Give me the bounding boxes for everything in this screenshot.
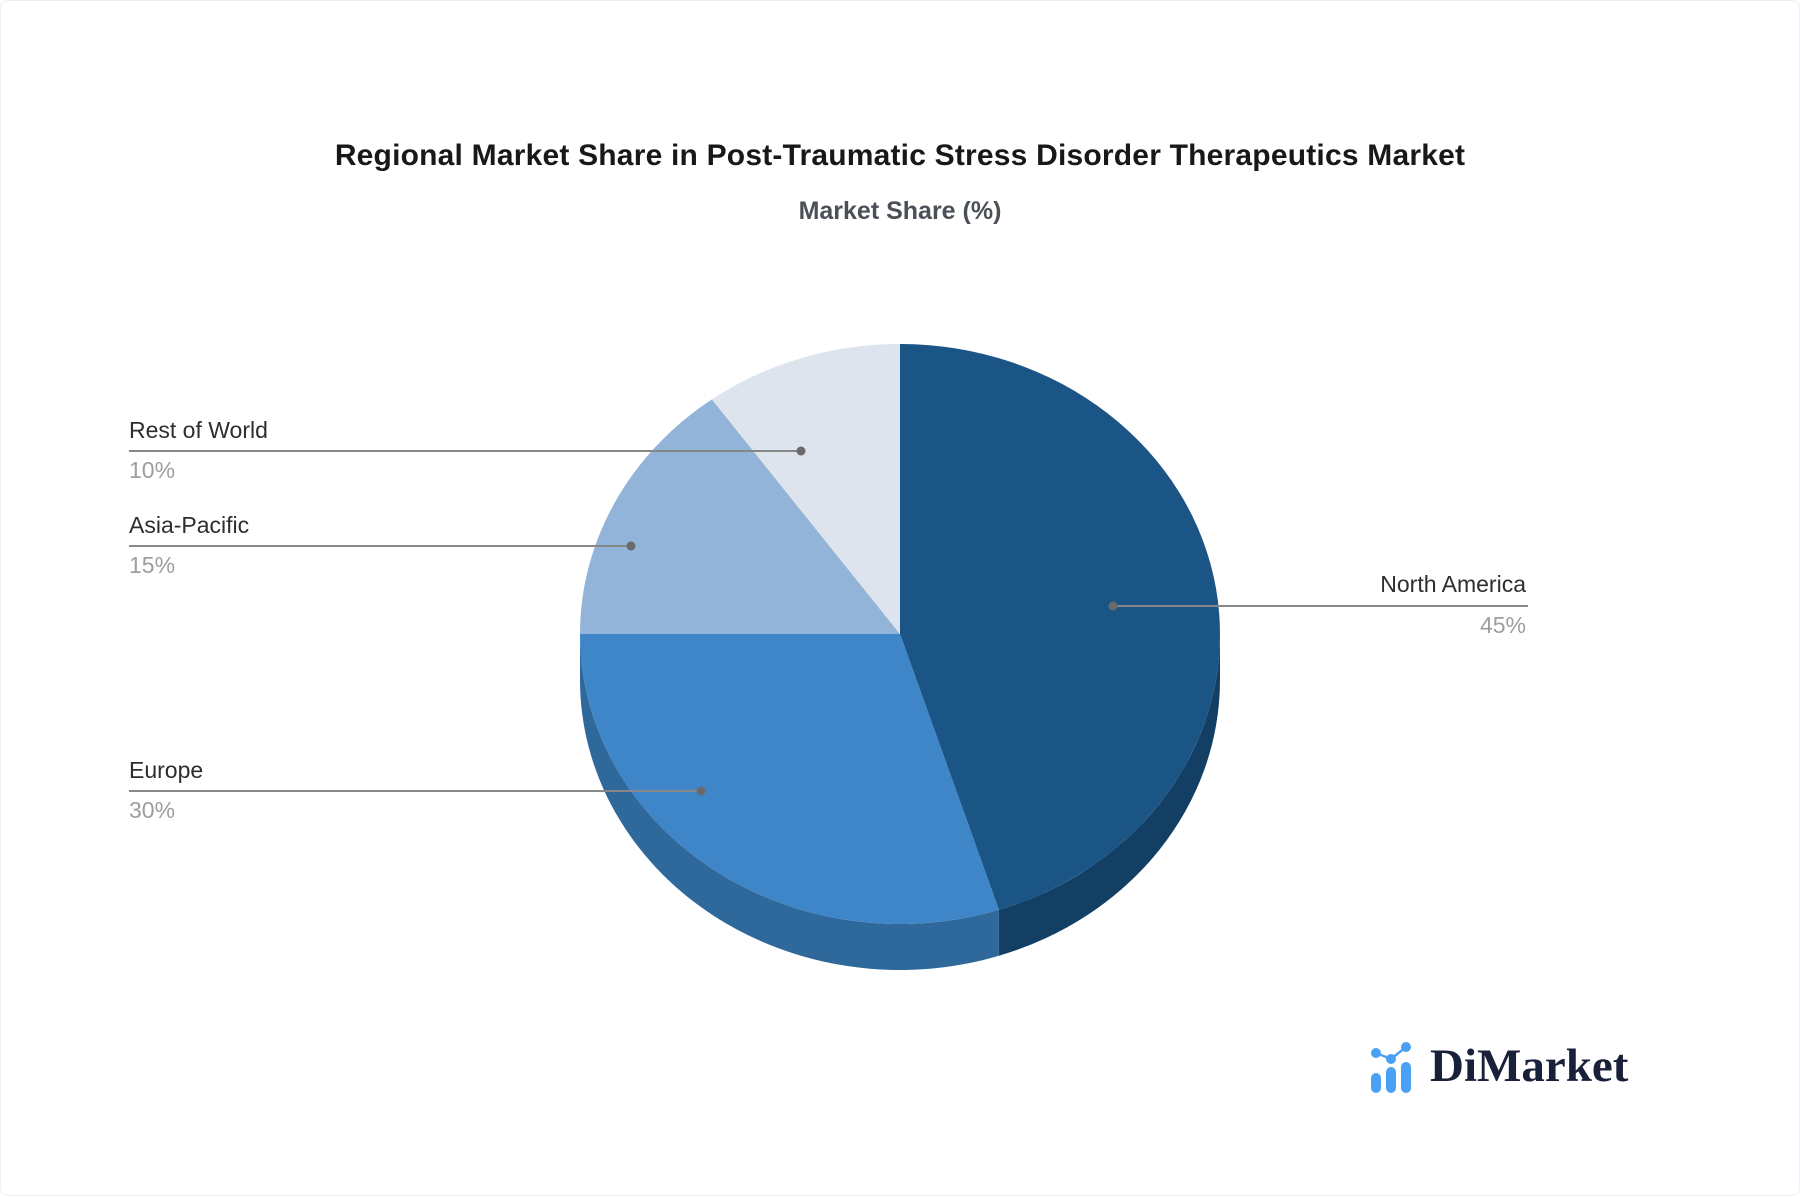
- logo-dot: [1386, 1054, 1396, 1064]
- slice-label-rest-of-world: Rest of World 10%: [129, 418, 268, 484]
- connector-dot-north-america: [1109, 602, 1118, 611]
- dimarket-logo-text: DiMarket: [1430, 1037, 1628, 1095]
- logo-bar: [1371, 1073, 1381, 1093]
- logo-dot: [1401, 1042, 1411, 1052]
- connector-dot-asia-pacific: [627, 542, 636, 551]
- logo-bar: [1401, 1062, 1411, 1093]
- dimarket-logo: DiMarket: [1368, 1035, 1628, 1095]
- logo-dot: [1371, 1048, 1381, 1058]
- slice-name: Asia-Pacific: [129, 513, 249, 538]
- slice-name: Rest of World: [129, 418, 268, 443]
- slice-name: Europe: [129, 758, 203, 783]
- logo-bar: [1386, 1067, 1396, 1093]
- connector-dot-rest-of-world: [797, 447, 806, 456]
- slice-label-europe: Europe 30%: [129, 758, 203, 824]
- slice-label-north-america: North America 45%: [1380, 572, 1526, 639]
- slice-value: 10%: [129, 458, 268, 483]
- slice-value: 15%: [129, 553, 249, 578]
- connector-dot-europe: [697, 787, 706, 796]
- slice-value: 30%: [129, 798, 203, 823]
- slice-name: North America: [1380, 572, 1526, 597]
- slice-value: 45%: [1380, 613, 1526, 638]
- slice-label-asia-pacific: Asia-Pacific 15%: [129, 513, 249, 579]
- dimarket-logo-icon: [1368, 1037, 1420, 1095]
